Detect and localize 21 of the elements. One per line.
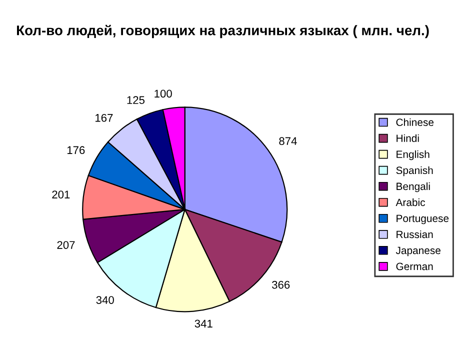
data-label: 341: [194, 320, 212, 328]
legend-label: Chinese: [396, 118, 434, 126]
legend-label: Portuguese: [396, 214, 449, 224]
data-label: 176: [67, 146, 85, 154]
data-label: 167: [96, 114, 113, 122]
legend-label: Russian: [396, 230, 433, 238]
data-label: 100: [154, 90, 172, 98]
data-label: 874: [279, 137, 297, 146]
legend-label: Japanese: [396, 246, 440, 256]
legend-label: Spanish: [396, 166, 433, 176]
data-label: 207: [57, 241, 75, 249]
data-label: 201: [52, 190, 70, 198]
legend-label: Arabic: [396, 198, 426, 206]
data-label: 125: [127, 96, 145, 104]
legend-label: German: [396, 262, 433, 270]
data-label: 366: [272, 280, 290, 289]
chart-title: Кол-во людей, говорящих на различных языках ( млн. чел.): [17, 24, 429, 38]
legend-label: Bengali: [396, 182, 430, 192]
legend-label: Hindi: [396, 134, 419, 142]
data-label: 340: [96, 296, 114, 304]
legend-label: English: [396, 150, 430, 160]
